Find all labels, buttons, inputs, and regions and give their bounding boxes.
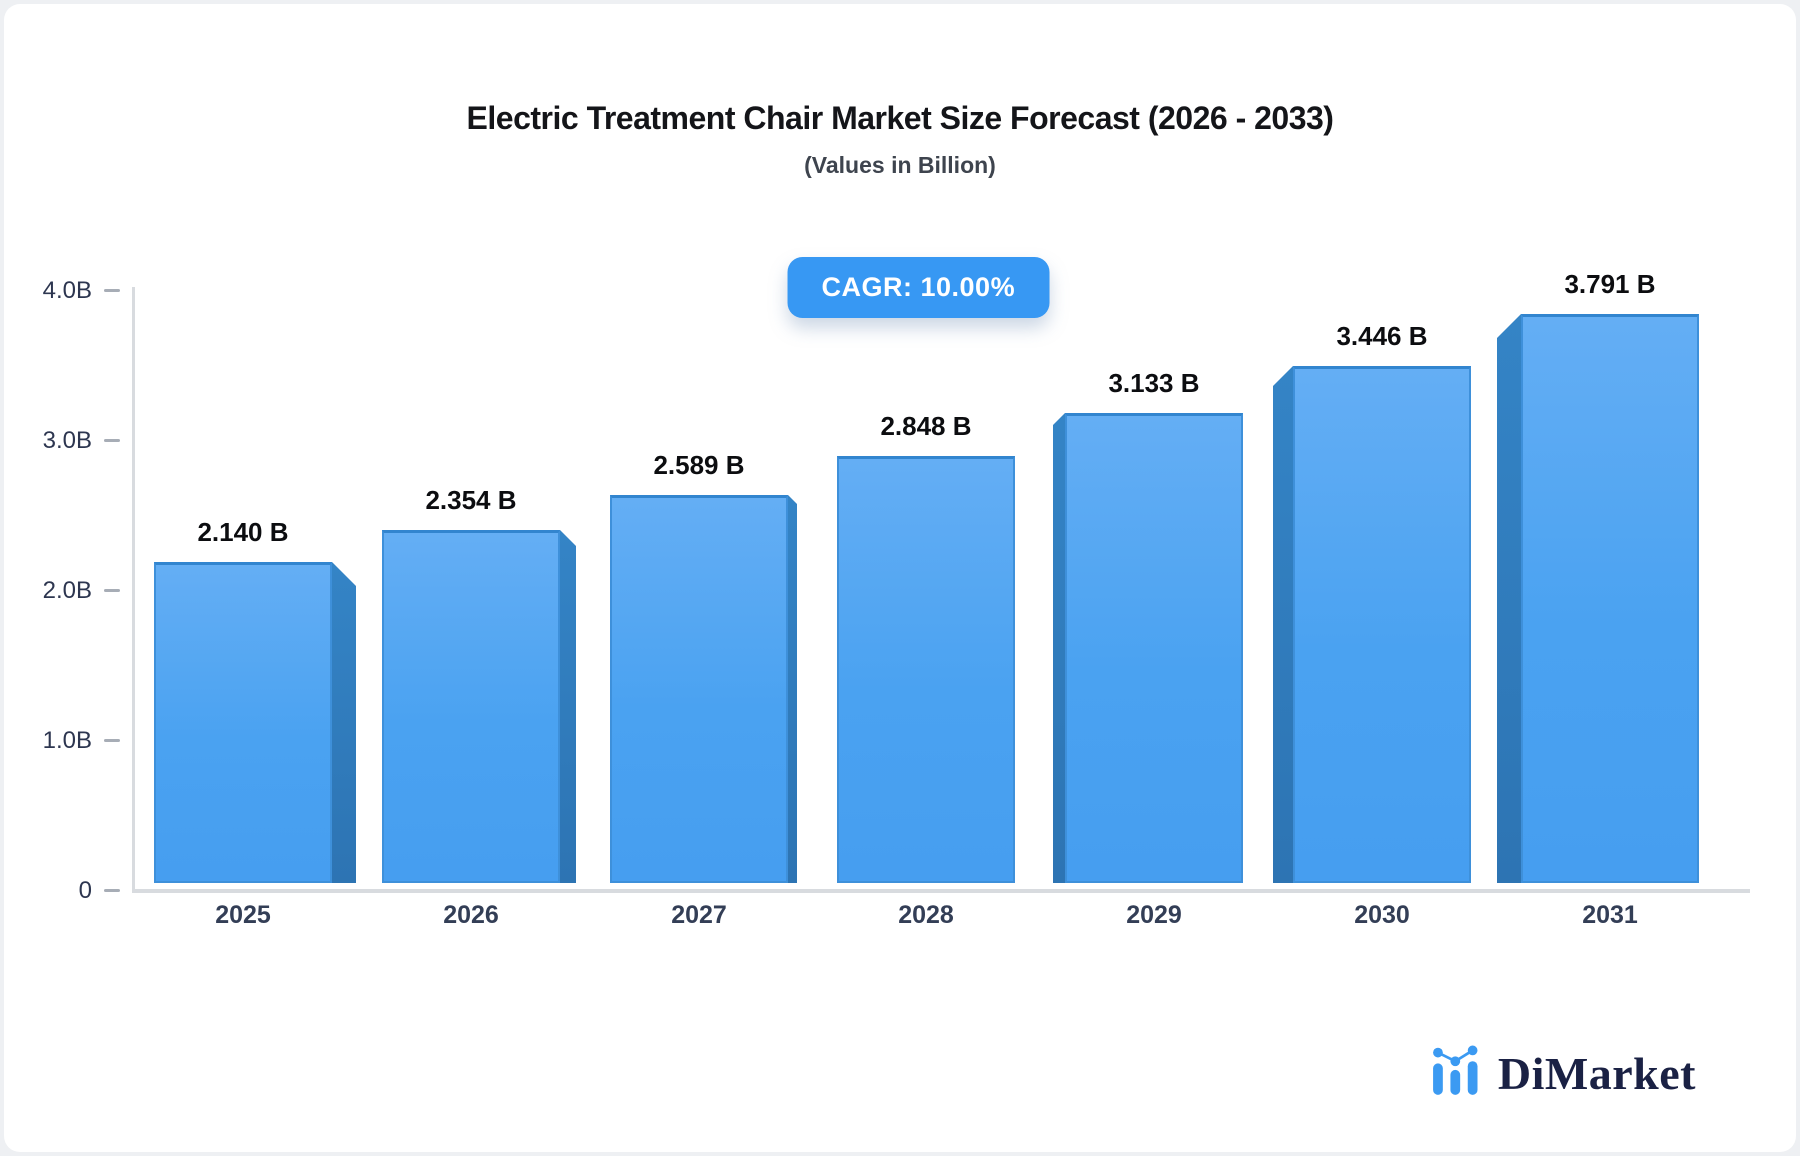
x-tick-label: 2031 bbox=[1582, 901, 1638, 929]
y-tick-label: 3.0B bbox=[42, 427, 92, 454]
bar-side bbox=[1053, 413, 1065, 883]
y-tick-label: 2.0B bbox=[42, 577, 92, 604]
bar-side bbox=[1273, 366, 1293, 883]
cagr-badge: CAGR: 10.00% bbox=[787, 257, 1050, 318]
x-tick-label: 2027 bbox=[671, 901, 727, 929]
bar-value-label: 2.354 B bbox=[425, 485, 517, 515]
x-tick-label: 2029 bbox=[1126, 901, 1182, 929]
y-axis-line bbox=[132, 287, 135, 893]
y-tick-label: 4.0B bbox=[42, 277, 92, 304]
bar-side bbox=[332, 562, 356, 883]
bar-face bbox=[382, 530, 560, 883]
x-axis-line bbox=[132, 889, 1750, 893]
brand-name: DiMarket bbox=[1497, 1048, 1696, 1099]
x-tick-label: 2025 bbox=[215, 901, 271, 929]
bar-face bbox=[837, 456, 1015, 883]
bar-chart-icon bbox=[1432, 1045, 1484, 1102]
y-tick-label: 1.0B bbox=[42, 727, 92, 754]
bar-value-label: 2.140 B bbox=[197, 517, 289, 547]
bar-face bbox=[1293, 366, 1471, 883]
bar-value-label: 3.446 B bbox=[1336, 321, 1428, 351]
y-tick-mark bbox=[104, 889, 120, 892]
x-tick-label: 2026 bbox=[443, 901, 499, 929]
chart-card: Electric Treatment Chair Market Size For… bbox=[4, 4, 1796, 1152]
y-tick-mark bbox=[104, 739, 120, 742]
brand-logo: DiMarket bbox=[1432, 1045, 1696, 1102]
y-tick-label: 0 bbox=[78, 877, 92, 904]
bar-face bbox=[610, 495, 788, 883]
y-tick-mark bbox=[104, 589, 120, 592]
bar-side bbox=[788, 495, 797, 883]
chart-title: Electric Treatment Chair Market Size For… bbox=[466, 100, 1334, 136]
bar-face bbox=[1521, 314, 1699, 883]
bar-value-label: 3.133 B bbox=[1108, 368, 1200, 398]
x-tick-label: 2030 bbox=[1354, 901, 1410, 929]
y-tick-mark bbox=[104, 439, 120, 442]
bar-face bbox=[1065, 413, 1243, 883]
bar-value-label: 3.791 B bbox=[1564, 269, 1656, 299]
bar-value-label: 2.848 B bbox=[880, 411, 972, 441]
bar-face bbox=[154, 562, 332, 883]
bar-side bbox=[1497, 314, 1521, 883]
x-tick-label: 2028 bbox=[898, 901, 954, 929]
bar-side bbox=[560, 530, 576, 883]
chart-subtitle: (Values in Billion) bbox=[804, 152, 996, 178]
bar-value-label: 2.589 B bbox=[653, 450, 745, 480]
y-tick-mark bbox=[104, 289, 120, 292]
